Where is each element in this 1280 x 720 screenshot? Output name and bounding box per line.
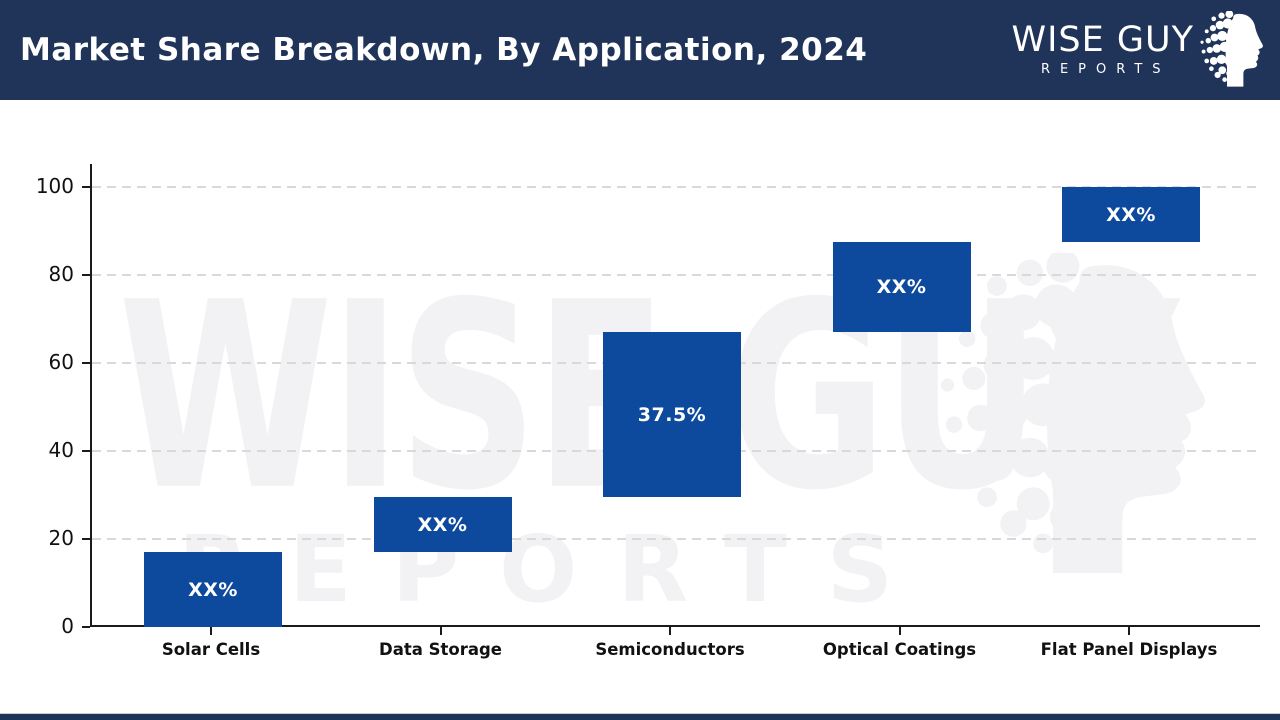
x-category-label-solar-cells: Solar Cells [161, 640, 261, 659]
x-tick-mark [1128, 627, 1130, 635]
bar-value-label: XX% [188, 578, 238, 601]
gridline [92, 186, 1260, 188]
x-tick-mark [439, 627, 442, 635]
y-tick-mark [82, 538, 90, 540]
y-tick-mark [82, 186, 90, 188]
plot-area: XX% XX% 37.5% XX% XX% [90, 164, 1260, 627]
y-tick-label: 100 [35, 174, 74, 198]
y-tick-label: 60 [48, 350, 74, 374]
brand-logo: WISE GUY REPORTS [1011, 4, 1266, 96]
header: Market Share Breakdown, By Application, … [0, 0, 1280, 100]
x-category-label-flat-panel-displays: Flat Panel Displays [1040, 640, 1218, 659]
y-tick-label: 40 [48, 438, 74, 462]
y-tick-label: 0 [61, 614, 74, 638]
y-tick-label: 20 [48, 526, 74, 550]
bar-semiconductors: 37.5% [603, 332, 741, 498]
y-tick-mark [82, 362, 90, 364]
bar-value-label: XX% [417, 513, 468, 536]
footer-divider [0, 713, 1280, 714]
bar-solar-cells: XX% [144, 552, 282, 627]
x-category-label-data-storage: Data Storage [379, 640, 502, 659]
y-tick-mark [82, 626, 90, 628]
bar-value-label: XX% [1106, 203, 1156, 226]
footer-bar [0, 714, 1280, 720]
gridline [92, 538, 1260, 540]
bar-flat-panel-displays: XX% [1062, 187, 1200, 242]
page-title: Market Share Breakdown, By Application, … [20, 32, 868, 68]
x-tick-mark [669, 627, 671, 635]
brand-name: WISE GUY [1011, 20, 1194, 60]
bar-data-storage: XX% [373, 497, 512, 553]
bar-value-label: 37.5% [637, 403, 707, 426]
brand-head-icon [1188, 7, 1266, 93]
x-category-label-semiconductors: Semiconductors [595, 640, 745, 659]
bar-optical-coatings: XX% [832, 242, 971, 333]
chart-region: WISE GUY REPORTS XX% XX% 37.5% XX% XX% 0 20 40… [0, 100, 1280, 714]
y-tick-mark [82, 274, 90, 276]
brand-subname: REPORTS [1040, 62, 1171, 77]
y-tick-label: 80 [48, 262, 74, 286]
y-tick-mark [82, 450, 90, 452]
brand-logo-text: WISE GUY REPORTS [1011, 20, 1194, 78]
x-category-label-optical-coatings: Optical Coatings [822, 640, 977, 659]
x-tick-mark [898, 627, 901, 635]
gridline [92, 274, 1260, 276]
x-tick-mark [210, 627, 212, 635]
bar-value-label: XX% [876, 276, 927, 299]
